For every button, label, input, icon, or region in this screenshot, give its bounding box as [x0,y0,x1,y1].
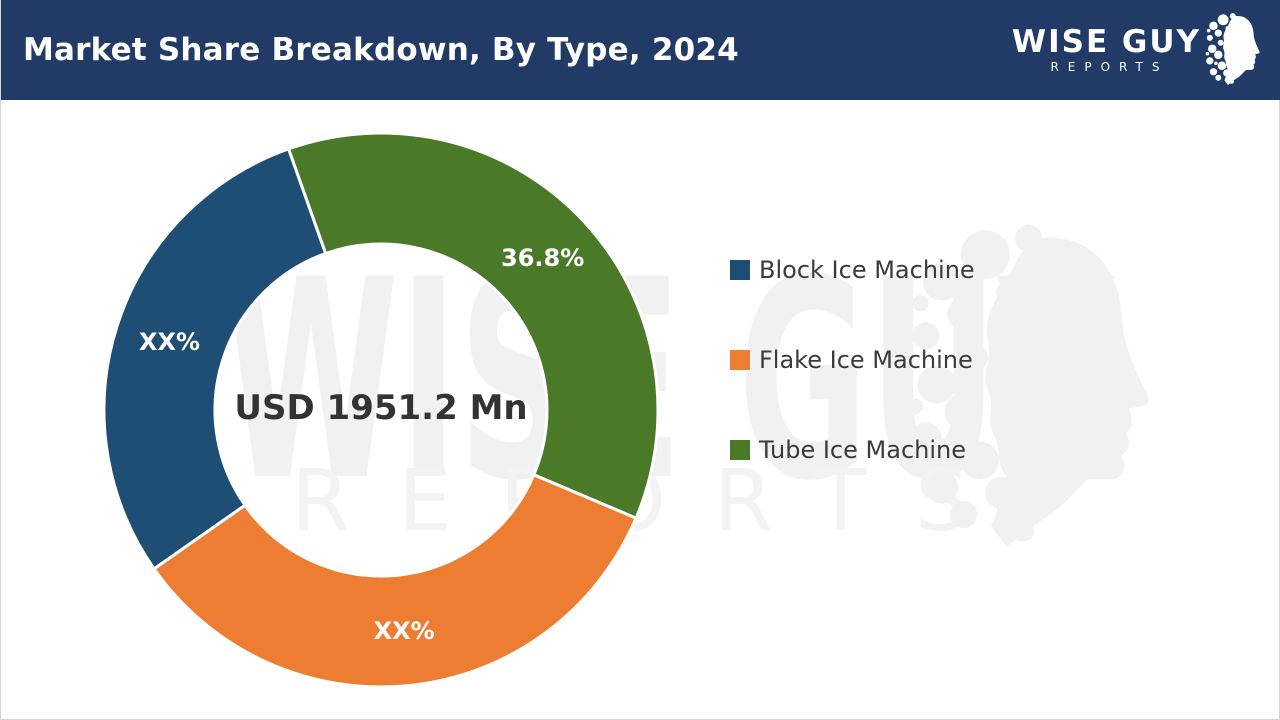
page-title: Market Share Breakdown, By Type, 2024 [23,32,739,68]
legend-label-tube: Tube Ice Machine [759,436,966,464]
chart-legend: Block Ice Machine Flake Ice Machine Tube… [730,256,975,464]
donut-chart: USD 1951.2 Mn Block Ice Machine Flake Ic… [1,100,1280,720]
legend-item-tube-ice-machine[interactable]: Tube Ice Machine [730,436,975,464]
header-bar: Market Share Breakdown, By Type, 2024 WI… [1,0,1280,100]
slice-label-block-ice-machine: XX% [139,328,201,357]
pie-slice-tube-ice-machine[interactable] [286,131,660,521]
pie-slice-block-ice-machine[interactable] [102,146,328,571]
chart-center-value: USD 1951.2 Mn [234,388,528,428]
brand-logo: WISE GUY REPORTS [1012,10,1263,90]
legend-swatch-tube [730,440,750,460]
logo-brand-text: WISE GUY [1011,23,1201,60]
legend-item-block-ice-machine[interactable]: Block Ice Machine [730,256,975,284]
pie-slice-flake-ice-machine[interactable] [151,472,638,689]
legend-swatch-block [730,260,750,280]
legend-swatch-flake [730,350,750,370]
slice-label-tube-ice-machine: 36.8% [501,243,585,272]
legend-label-block: Block Ice Machine [759,256,975,284]
legend-item-flake-ice-machine[interactable]: Flake Ice Machine [730,346,975,374]
donut-chart-svg [102,131,660,689]
dotted-head-profile-icon [1205,13,1260,86]
logo-sub-text: REPORTS [1050,60,1169,75]
legend-label-flake: Flake Ice Machine [759,346,973,374]
slice-label-flake-ice-machine: XX% [373,616,435,645]
